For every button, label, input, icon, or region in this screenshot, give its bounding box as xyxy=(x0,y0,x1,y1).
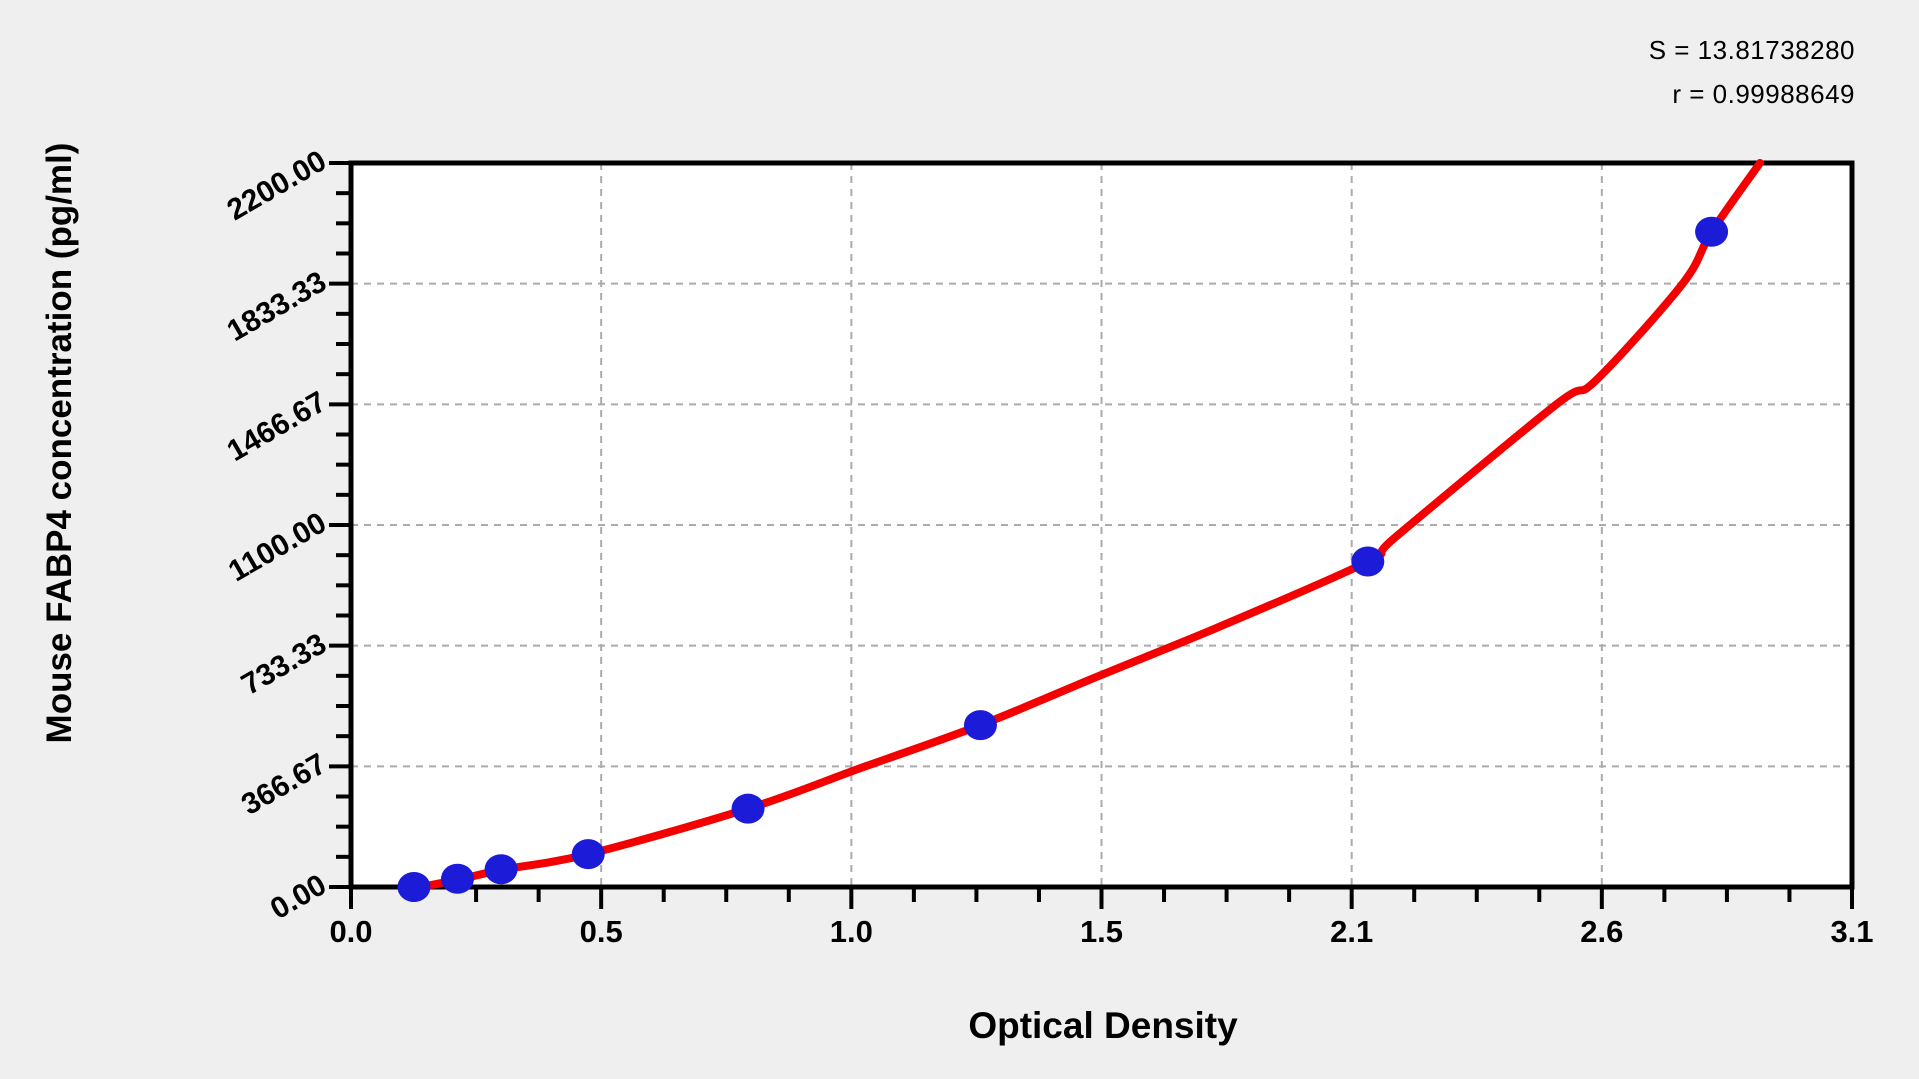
x-axis-title: Optical Density xyxy=(968,1005,1238,1046)
data-point xyxy=(441,863,475,894)
data-point xyxy=(963,710,997,741)
s-value-text: S = 13.81738280 xyxy=(1648,35,1855,65)
data-point xyxy=(1695,216,1729,247)
data-point xyxy=(484,854,518,885)
data-point xyxy=(571,839,605,870)
plot-frame xyxy=(348,160,1855,890)
r-value-text: r = 0.99988649 xyxy=(1672,79,1855,109)
data-point xyxy=(397,872,431,902)
curve-fit-stats: S = 13.81738280 r = 0.99988649 xyxy=(1649,28,1855,116)
data-point xyxy=(731,793,765,824)
data-point xyxy=(1351,546,1385,577)
